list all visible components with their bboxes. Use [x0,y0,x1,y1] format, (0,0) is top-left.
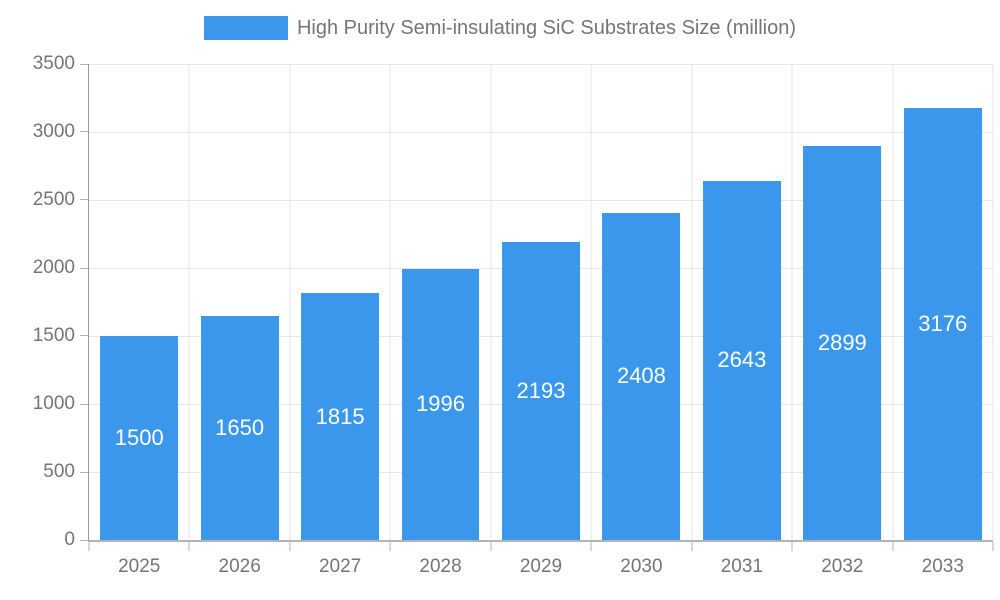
x-tick-mark [992,542,994,551]
y-tick-mark [80,471,88,473]
y-axis-label: 3500 [32,53,75,74]
bar-value-label: 2643 [717,347,767,373]
x-tick-mark [892,542,894,551]
gridline-vertical [892,64,894,540]
bar-value-label: 2408 [616,363,666,389]
bar-value-label: 1650 [215,414,265,440]
x-tick-mark [188,542,190,551]
y-axis-label: 2500 [32,189,75,210]
y-tick-mark [80,63,88,65]
y-tick-mark [80,335,88,337]
legend-swatch-icon [203,16,288,40]
bar-value-label: 2899 [817,329,867,355]
x-tick-mark [389,542,391,551]
bar-value-label: 3176 [918,311,968,337]
x-tick-mark [691,542,693,551]
x-axis-label: 2030 [620,556,663,577]
legend-label: High Purity Semi-insulating SiC Substrat… [296,16,797,39]
gridline-vertical [691,64,693,540]
x-tick-mark [289,542,291,551]
gridline-horizontal [89,200,993,201]
bar[interactable]: 2899 [803,145,882,540]
y-axis-label: 500 [43,461,75,482]
gridline-horizontal [89,64,993,65]
x-tick-mark [490,542,492,551]
gridline-vertical [289,64,291,540]
bar[interactable]: 1650 [200,315,279,540]
x-axis-label: 2031 [720,556,764,577]
x-axis-label: 2027 [318,556,362,577]
gridline-vertical [188,64,190,540]
bar-value-label: 1815 [315,403,365,429]
y-axis-label: 1000 [32,393,75,414]
bar[interactable]: 2193 [502,241,580,540]
bar[interactable]: 2643 [702,180,781,540]
plot-area: 0 500 1000 1500 2000 2500 3000 3500 1500 2025 1650… [33,53,994,577]
bar-value-label: 1500 [114,425,164,450]
x-axis-label: 2026 [218,556,261,577]
gridline-vertical [490,64,492,540]
bar[interactable]: 1815 [301,293,380,540]
x-axis-label: 2029 [519,556,563,577]
gridline-horizontal [89,132,993,133]
chart-legend[interactable]: High Purity Semi-insulating SiC Substrat… [0,16,1000,40]
y-axis-label: 1500 [32,325,75,346]
bar[interactable]: 3176 [903,108,982,540]
gridline-vertical [992,64,994,540]
x-axis-label: 2025 [118,556,161,577]
x-axis-label: 2033 [921,556,964,577]
y-axis-label: 3000 [32,121,75,142]
x-tick-mark [791,542,793,551]
x-tick-mark [590,542,592,551]
y-tick-mark [80,267,88,269]
y-tick-mark [80,539,88,541]
y-tick-mark [80,131,88,133]
bar[interactable]: 1500 [100,336,179,540]
bar[interactable]: 2408 [602,212,681,540]
bar-value-label: 2193 [516,377,566,403]
gridline-vertical [389,64,391,540]
y-tick-mark [80,199,88,201]
x-axis-label: 2028 [419,556,462,577]
y-tick-mark [80,403,88,405]
x-axis-label: 2032 [821,556,864,577]
x-tick-mark [88,542,90,551]
y-axis-label: 0 [64,529,75,550]
gridline-vertical [791,64,793,540]
bar-value-label: 1996 [416,391,466,417]
bar[interactable]: 1996 [401,268,480,540]
y-axis-label: 2000 [32,257,75,278]
gridline-vertical [590,64,592,540]
